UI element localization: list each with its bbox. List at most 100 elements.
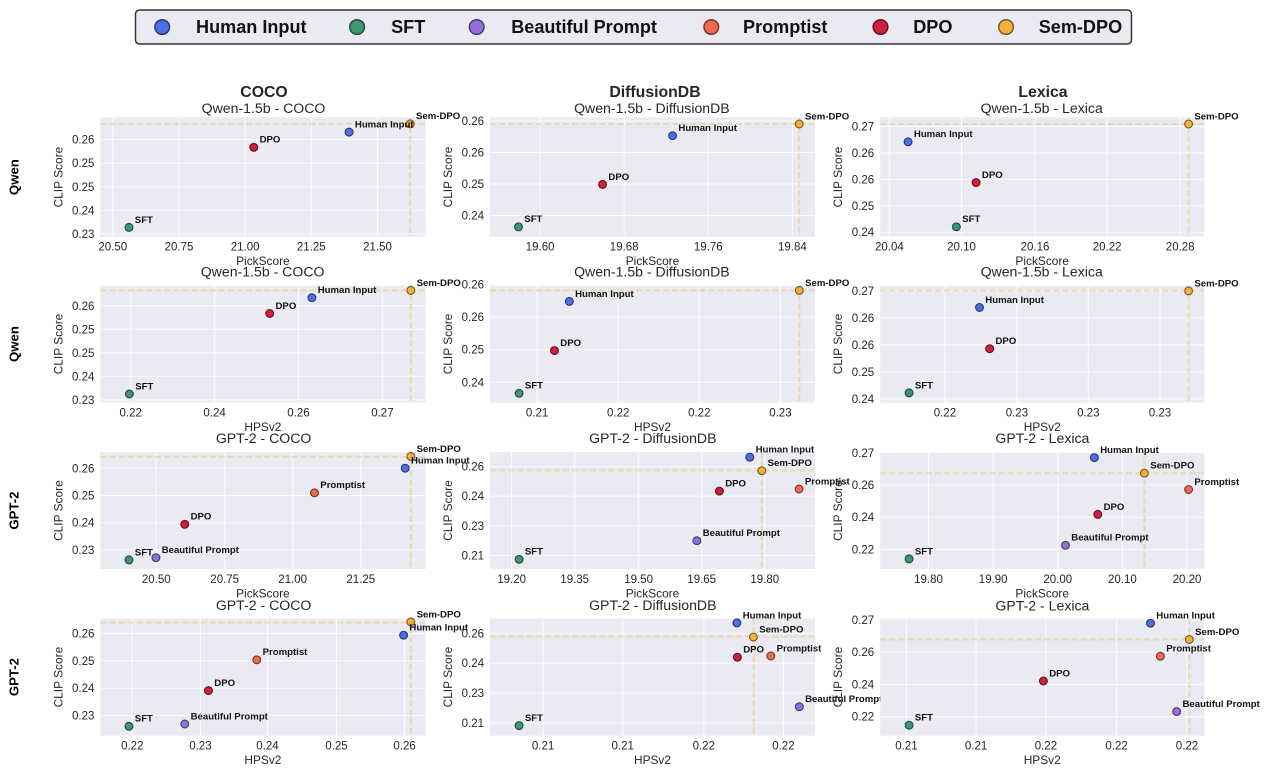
svg-text:0.21: 0.21 [462, 718, 484, 730]
svg-text:20.75: 20.75 [165, 242, 194, 254]
svg-text:0.24: 0.24 [72, 683, 95, 695]
svg-text:0.23: 0.23 [72, 545, 94, 557]
svg-text:0.25: 0.25 [325, 741, 347, 753]
svg-text:Beautiful Prompt: Beautiful Prompt [1071, 533, 1149, 544]
svg-text:20.20: 20.20 [1173, 574, 1202, 586]
svg-text:Human Input: Human Input [355, 120, 414, 131]
svg-text:21.25: 21.25 [346, 574, 375, 586]
svg-text:0.25: 0.25 [852, 201, 874, 213]
svg-text:GPT-2 - Lexica: GPT-2 - Lexica [995, 430, 1089, 446]
svg-text:Human Input: Human Input [743, 610, 802, 621]
svg-text:DPO: DPO [725, 479, 746, 490]
svg-text:Human Input: Human Input [914, 129, 973, 140]
svg-text:CLIP Score: CLIP Score [51, 313, 65, 374]
svg-text:CLIP Score: CLIP Score [51, 646, 65, 707]
svg-text:Beautiful Prompt: Beautiful Prompt [191, 711, 269, 722]
svg-text:Sem-DPO: Sem-DPO [417, 278, 462, 289]
svg-text:Qwen-1.5b - Lexica: Qwen-1.5b - Lexica [981, 100, 1103, 116]
svg-text:0.21: 0.21 [532, 741, 554, 753]
svg-text:DPO: DPO [560, 338, 581, 349]
svg-text:0.22: 0.22 [688, 407, 710, 419]
svg-text:CLIP Score: CLIP Score [831, 146, 845, 207]
svg-text:SFT: SFT [135, 381, 153, 392]
svg-text:0.27: 0.27 [852, 448, 874, 460]
svg-text:Sem-DPO: Sem-DPO [417, 444, 462, 455]
svg-text:20.10: 20.10 [947, 242, 976, 254]
svg-text:Qwen-1.5b - DiffusionDB: Qwen-1.5b - DiffusionDB [574, 100, 730, 116]
svg-text:0.26: 0.26 [393, 741, 415, 753]
svg-text:19.65: 19.65 [687, 574, 716, 586]
svg-text:Human Input: Human Input [196, 17, 307, 37]
svg-text:DiffusionDB: DiffusionDB [609, 84, 700, 101]
svg-text:0.24: 0.24 [852, 227, 875, 239]
svg-text:GPT-2 - Lexica: GPT-2 - Lexica [995, 597, 1089, 613]
svg-text:20.75: 20.75 [210, 574, 239, 586]
svg-text:GPT-2: GPT-2 [7, 492, 22, 530]
svg-text:0.24: 0.24 [852, 512, 875, 524]
svg-text:0.27: 0.27 [852, 286, 874, 298]
svg-text:20.50: 20.50 [98, 242, 127, 254]
svg-text:Human Input: Human Input [411, 456, 470, 467]
svg-text:20.04: 20.04 [875, 242, 904, 254]
svg-text:HPSv2: HPSv2 [244, 753, 281, 767]
svg-text:Promptist: Promptist [263, 647, 309, 658]
svg-text:0.22: 0.22 [693, 741, 715, 753]
svg-text:19.68: 19.68 [610, 242, 639, 254]
svg-text:HPSv2: HPSv2 [634, 753, 671, 767]
svg-text:0.26: 0.26 [462, 312, 484, 324]
svg-text:0.23: 0.23 [72, 711, 94, 723]
svg-text:0.26: 0.26 [462, 116, 484, 128]
svg-text:0.27: 0.27 [371, 407, 393, 419]
svg-text:20.28: 20.28 [1166, 242, 1195, 254]
svg-text:Sem-DPO: Sem-DPO [805, 111, 850, 122]
svg-text:Promptist: Promptist [777, 643, 823, 654]
svg-text:0.26: 0.26 [462, 148, 484, 160]
svg-text:0.22: 0.22 [1105, 741, 1127, 753]
svg-text:0.26: 0.26 [72, 629, 94, 641]
svg-text:0.23: 0.23 [189, 741, 211, 753]
svg-text:PickScore: PickScore [1015, 587, 1069, 601]
svg-text:SFT: SFT [525, 547, 543, 558]
svg-text:GPT-2 - DiffusionDB: GPT-2 - DiffusionDB [589, 597, 716, 613]
svg-text:PickScore: PickScore [626, 587, 680, 601]
svg-text:0.21: 0.21 [462, 551, 484, 563]
svg-text:0.26: 0.26 [72, 301, 94, 313]
svg-text:0.26: 0.26 [852, 340, 874, 352]
svg-text:CLIP Score: CLIP Score [51, 146, 65, 207]
svg-text:0.26: 0.26 [852, 174, 874, 186]
svg-text:DPO: DPO [982, 170, 1003, 181]
svg-text:Human Input: Human Input [985, 295, 1044, 306]
svg-text:Sem-DPO: Sem-DPO [416, 111, 461, 122]
svg-text:DPO: DPO [996, 336, 1017, 347]
svg-text:0.22: 0.22 [607, 407, 629, 419]
svg-text:0.22: 0.22 [120, 407, 142, 419]
svg-text:0.21: 0.21 [895, 741, 917, 753]
svg-text:Human Input: Human Input [575, 289, 634, 300]
svg-text:Promptist: Promptist [1166, 644, 1212, 655]
svg-text:0.24: 0.24 [462, 658, 485, 670]
svg-text:DPO: DPO [191, 512, 212, 523]
svg-text:0.23: 0.23 [72, 229, 94, 241]
svg-text:19.76: 19.76 [694, 242, 723, 254]
svg-text:0.24: 0.24 [852, 679, 875, 691]
svg-text:Sem-DPO: Sem-DPO [805, 278, 850, 289]
svg-text:0.21: 0.21 [612, 741, 634, 753]
svg-text:0.26: 0.26 [72, 463, 94, 475]
svg-text:Qwen: Qwen [7, 326, 22, 362]
svg-text:DPO: DPO [743, 645, 764, 656]
svg-text:Lexica: Lexica [1018, 84, 1067, 101]
svg-text:Qwen-1.5b - Lexica: Qwen-1.5b - Lexica [981, 263, 1103, 279]
svg-text:PickScore: PickScore [236, 587, 290, 601]
svg-text:0.23: 0.23 [462, 688, 484, 700]
svg-text:0.26: 0.26 [852, 480, 874, 492]
svg-text:Human Input: Human Input [409, 623, 468, 634]
svg-text:Beautiful Prompt: Beautiful Prompt [511, 17, 657, 37]
svg-text:0.23: 0.23 [769, 407, 791, 419]
svg-text:SFT: SFT [391, 17, 425, 37]
svg-text:COCO: COCO [240, 84, 287, 101]
svg-text:0.23: 0.23 [72, 395, 94, 407]
svg-text:Sem-DPO: Sem-DPO [417, 609, 462, 620]
svg-text:CLIP Score: CLIP Score [441, 480, 455, 541]
svg-text:GPT-2 - DiffusionDB: GPT-2 - DiffusionDB [589, 430, 716, 446]
svg-text:DPO: DPO [276, 301, 297, 312]
